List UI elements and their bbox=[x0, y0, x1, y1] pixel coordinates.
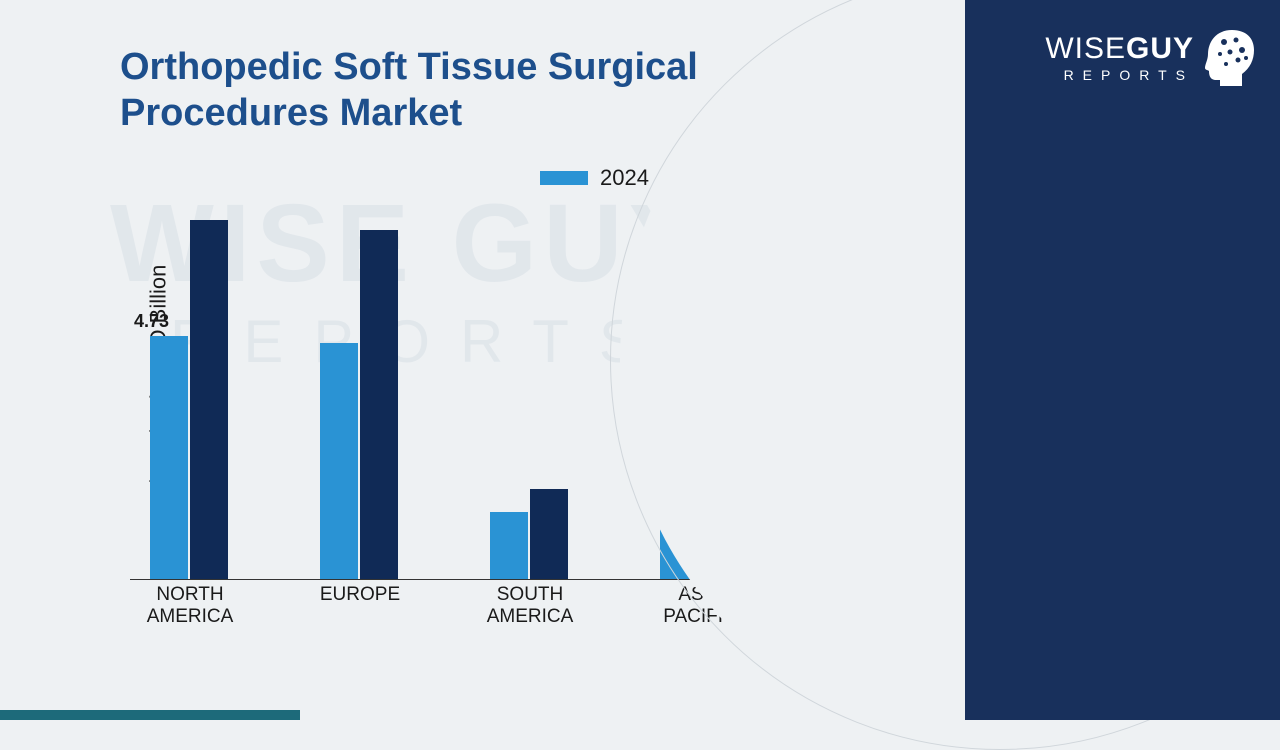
bar-group-na: 4.73 bbox=[150, 220, 230, 579]
bar-na-2032 bbox=[190, 220, 228, 579]
x-label-eu: EUROPE bbox=[300, 584, 420, 606]
legend-swatch-2024 bbox=[540, 171, 588, 185]
right-panel bbox=[965, 0, 1280, 720]
bar-eu-2032 bbox=[360, 230, 398, 579]
bar-na-2024: 4.73 bbox=[150, 336, 188, 579]
brand-logo: WISEGUY REPORTS bbox=[1045, 28, 1258, 88]
legend-label-2024: 2024 bbox=[600, 165, 649, 191]
legend-item-2024: 2024 bbox=[540, 165, 649, 191]
brand-name: WISEGUY bbox=[1045, 34, 1194, 64]
bar-value-label: 4.73 bbox=[134, 311, 169, 332]
bar-eu-2024 bbox=[320, 343, 358, 579]
x-label-na: NORTHAMERICA bbox=[130, 584, 250, 628]
brand-logo-text: WISEGUY REPORTS bbox=[1045, 34, 1194, 82]
bar-sa-2032 bbox=[530, 489, 568, 579]
x-label-sa: SOUTHAMERICA bbox=[470, 584, 590, 628]
brand-subtitle: REPORTS bbox=[1064, 68, 1194, 82]
brand-head-icon bbox=[1202, 28, 1258, 88]
bar-group-eu bbox=[320, 230, 400, 579]
bar-group-sa bbox=[490, 489, 570, 579]
bar-sa-2024 bbox=[490, 512, 528, 579]
bottom-accent-bar bbox=[0, 710, 300, 720]
